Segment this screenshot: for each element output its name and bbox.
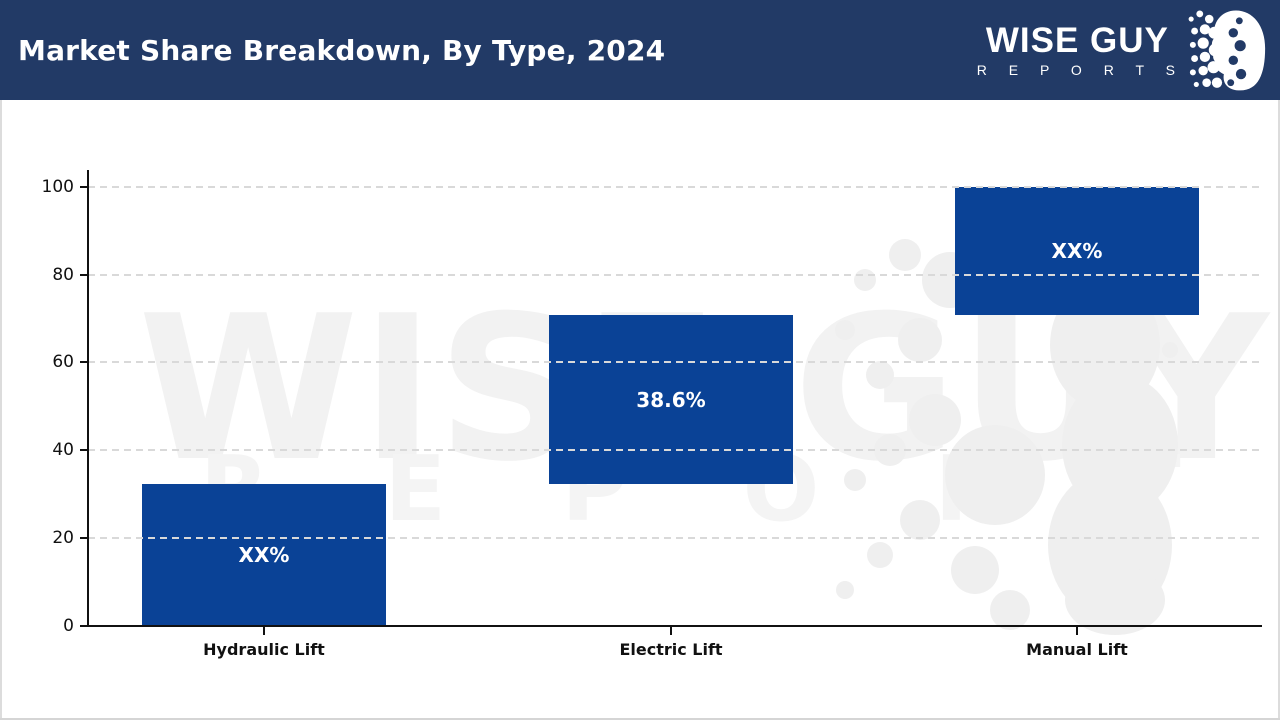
bar-value-label: XX%: [1051, 238, 1103, 263]
y-axis-line: [87, 170, 89, 627]
gridline-80: [88, 273, 1262, 276]
y-tick-label-60: 60: [52, 352, 74, 373]
x-category-label: Hydraulic Lift: [203, 640, 325, 659]
header: Market Share Breakdown, By Type, 2024 WI…: [0, 0, 1280, 100]
x-axis-line: [88, 625, 1262, 627]
wiseguy-logo: WISE GUY R E P O R T S: [971, 0, 1272, 100]
x-tick-0: [263, 627, 265, 635]
gridline-100: [88, 185, 1262, 188]
page-title: Market Share Breakdown, By Type, 2024: [18, 33, 666, 67]
dotted-head-profile-icon: [1188, 10, 1266, 91]
bar-hydraulic-lift: XX%: [142, 484, 386, 626]
y-tick-label-0: 0: [63, 615, 74, 636]
x-tick-1: [670, 627, 672, 635]
gridline-60: [88, 361, 1262, 364]
y-tick-label-40: 40: [52, 440, 74, 460]
y-tick-20: [80, 536, 88, 539]
bar-manual-lift: XX%: [955, 186, 1199, 315]
logo-wordmark: WISE GUY: [985, 21, 1169, 60]
y-tick-60: [80, 361, 88, 364]
bar-value-label: XX%: [238, 542, 290, 567]
y-tick-label-100: 100: [41, 176, 74, 197]
gridline-20: [88, 536, 1262, 539]
page-border-bottom: [0, 718, 1280, 720]
logo-subtitle: R E P O R T S: [976, 62, 1184, 78]
y-tick-40: [80, 449, 88, 451]
y-tick-80: [80, 273, 88, 276]
bar-value-label: 38.6%: [636, 387, 706, 412]
y-tick-label-20: 20: [52, 527, 74, 548]
page-border-right: [1278, 100, 1280, 720]
y-tick-100: [80, 185, 88, 188]
gridline-40: [88, 449, 1262, 451]
y-tick-0: [80, 624, 88, 627]
x-category-label: Electric Lift: [619, 640, 723, 659]
y-tick-label-80: 80: [52, 264, 74, 285]
logo-text: WISE GUY R E P O R T S: [971, 23, 1184, 77]
x-category-label: Manual Lift: [1026, 640, 1128, 659]
bar-electric-lift: 38.6%: [549, 314, 793, 485]
x-tick-2: [1076, 627, 1078, 635]
page-border-left: [0, 100, 2, 720]
